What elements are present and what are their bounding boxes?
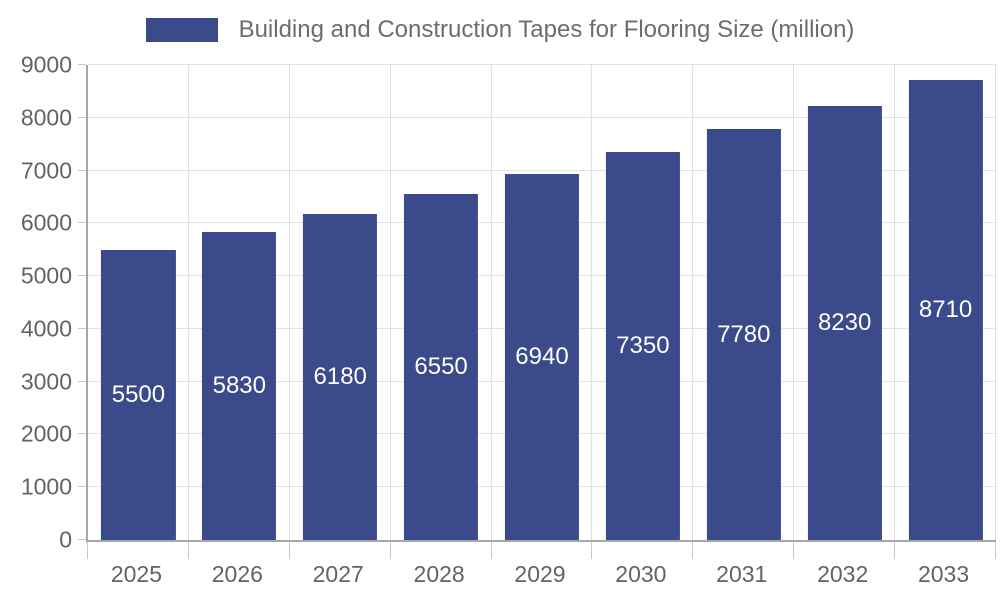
bar-value-label: 8230 — [817, 308, 872, 336]
y-tick — [78, 486, 86, 488]
y-tick — [78, 327, 86, 329]
y-tick — [78, 433, 86, 435]
v-gridline — [288, 65, 290, 540]
x-tick-label: 2026 — [211, 561, 263, 587]
legend-swatch — [145, 18, 218, 42]
x-tick — [187, 542, 189, 559]
v-gridline — [995, 65, 996, 540]
y-tick-label: 3000 — [20, 368, 72, 395]
y-tick-label: 6000 — [20, 209, 72, 236]
legend: Building and Construction Tapes for Floo… — [0, 16, 1000, 44]
v-gridline — [591, 65, 593, 540]
y-tick — [78, 275, 86, 277]
bar-value-label: 7780 — [717, 320, 771, 348]
x-tick — [288, 542, 290, 559]
bar: 6550 — [404, 194, 479, 540]
y-axis-labels: 0 1000 2000 3000 4000 5000 6000 7000 8000 9000 — [0, 52, 72, 553]
x-tick — [793, 542, 795, 559]
h-gridline — [88, 64, 996, 65]
v-gridline — [187, 65, 189, 540]
bar-value-label: 7350 — [616, 332, 670, 360]
bar: 5500 — [101, 249, 176, 540]
y-tick-label: 0 — [59, 526, 72, 553]
x-tick-label: 2028 — [413, 561, 465, 587]
h-gridline — [88, 116, 996, 118]
v-gridline — [490, 65, 492, 540]
y-tick-label: 4000 — [20, 315, 72, 342]
y-tick-label: 2000 — [20, 420, 72, 447]
x-axis-labels: 2025 2026 2027 2028 2029 2030 2031 2032 2033 — [86, 540, 994, 590]
y-tick — [78, 116, 86, 118]
v-gridline — [793, 65, 795, 540]
bar-band: 6550 — [391, 65, 492, 540]
x-tick — [87, 542, 88, 559]
plot-area: 5500 5830 6180 6550 6940 7350 7780 8230 8710 — [78, 64, 996, 559]
x-tick-label: 2025 — [110, 561, 163, 587]
x-tick — [389, 542, 391, 559]
bar-band: 6180 — [290, 65, 391, 540]
x-tick-label: 2027 — [312, 561, 364, 587]
y-tick — [78, 539, 86, 540]
bar: 8710 — [908, 80, 983, 540]
y-tick-label: 1000 — [20, 473, 72, 500]
bar-band: 8230 — [794, 65, 895, 540]
bar: 7350 — [605, 152, 680, 540]
legend-label: Building and Construction Tapes for Floo… — [238, 16, 855, 43]
bar-value-label: 6550 — [414, 353, 468, 381]
v-gridline — [389, 65, 391, 540]
x-tick-label: 2029 — [514, 561, 566, 587]
x-tick — [591, 542, 593, 559]
bar-band: 7350 — [592, 65, 693, 540]
x-tick-label: 2031 — [716, 561, 768, 587]
bar: 6940 — [504, 173, 580, 540]
x-tick — [995, 542, 996, 559]
x-tick — [490, 542, 492, 559]
y-tick — [78, 64, 86, 65]
bar: 5830 — [202, 232, 277, 540]
bar-band: 6940 — [492, 65, 593, 540]
y-tick-label: 8000 — [20, 104, 72, 131]
x-tick — [894, 542, 896, 559]
y-tick — [78, 380, 86, 382]
bar-band: 5830 — [189, 65, 290, 540]
y-tick-label: 9000 — [20, 51, 72, 78]
v-gridline — [894, 65, 896, 540]
v-gridline — [692, 65, 694, 540]
bar: 7780 — [706, 129, 781, 540]
y-tick — [78, 169, 86, 171]
bar-band: 5500 — [88, 65, 189, 540]
y-tick — [78, 222, 86, 224]
bar: 8230 — [807, 105, 882, 540]
bar-value-label: 5830 — [212, 372, 266, 400]
x-tick — [692, 542, 694, 559]
bar-value-label: 6180 — [313, 362, 367, 390]
bar-value-label: 5500 — [111, 380, 166, 408]
x-tick-label: 2030 — [615, 561, 667, 587]
y-tick-label: 7000 — [20, 157, 72, 184]
bar: 6180 — [303, 213, 378, 540]
x-tick-label: 2033 — [917, 561, 970, 587]
bar-value-label: 6940 — [515, 342, 569, 370]
y-tick-label: 5000 — [20, 262, 72, 289]
h-gridline — [88, 169, 996, 171]
x-tick-label: 2032 — [817, 561, 869, 587]
bar-value-label: 8710 — [918, 296, 973, 324]
bar-band: 8710 — [895, 65, 996, 540]
bar-band: 7780 — [693, 65, 794, 540]
